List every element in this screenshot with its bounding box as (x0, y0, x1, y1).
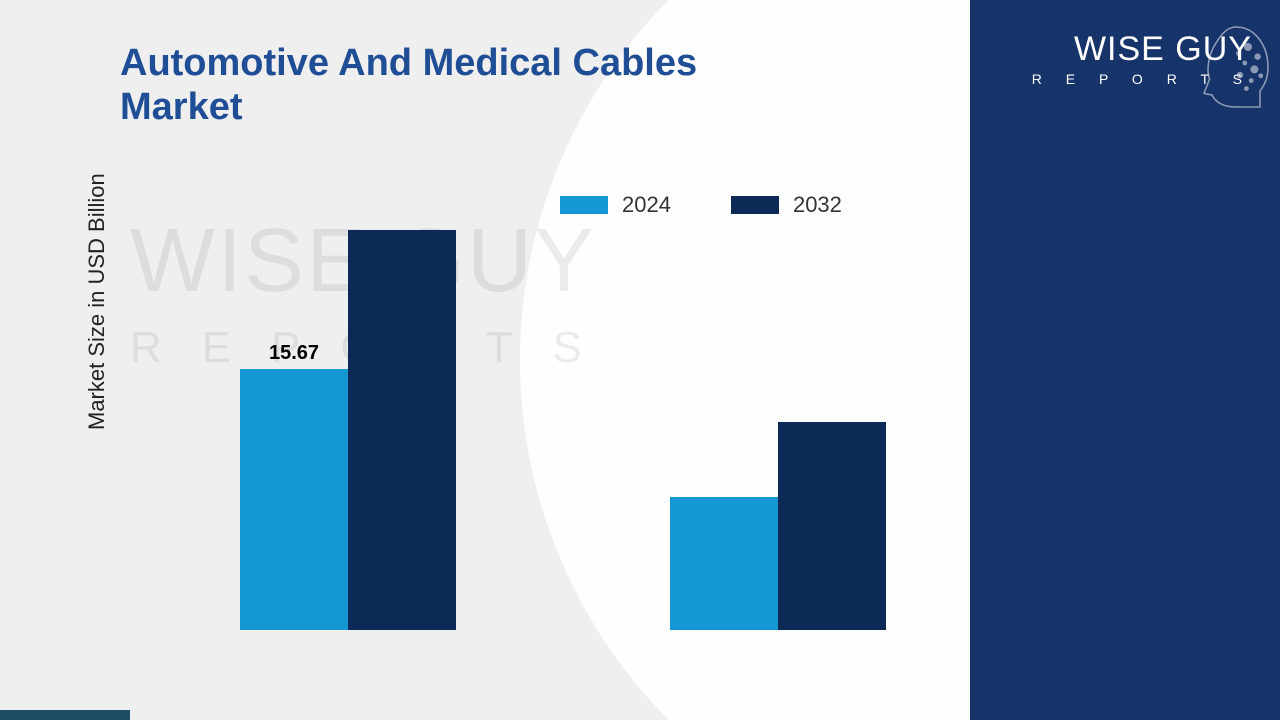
bar-2024 (670, 497, 778, 630)
bottom-accent-bar (0, 710, 130, 720)
bar-2032 (778, 422, 886, 630)
chart-legend: 2024 2032 (560, 192, 842, 218)
plot-area: 15.67AutomotiveCablesMedicalCables (210, 230, 930, 630)
legend-item-2024: 2024 (560, 192, 671, 218)
bar-value-label: 15.67 (240, 342, 348, 365)
legend-swatch-2024 (560, 196, 608, 214)
legend-label-2024: 2024 (622, 192, 671, 218)
logo-line2: R E P O R T S (1032, 71, 1252, 87)
brand-logo: WISE GUY R E P O R T S (1032, 30, 1252, 87)
bar-2032 (348, 230, 456, 630)
legend-item-2032: 2032 (731, 192, 842, 218)
chart-canvas: WISE GUY REPORTS Automotive And Medical … (0, 0, 1280, 720)
chart-title: Automotive And Medical Cables Market (120, 42, 740, 129)
legend-label-2032: 2032 (793, 192, 842, 218)
bar-2024 (240, 369, 348, 630)
y-axis-label: Market Size in USD Billion (84, 173, 110, 430)
logo-line1: WISE GUY (1032, 30, 1252, 69)
legend-swatch-2032 (731, 196, 779, 214)
